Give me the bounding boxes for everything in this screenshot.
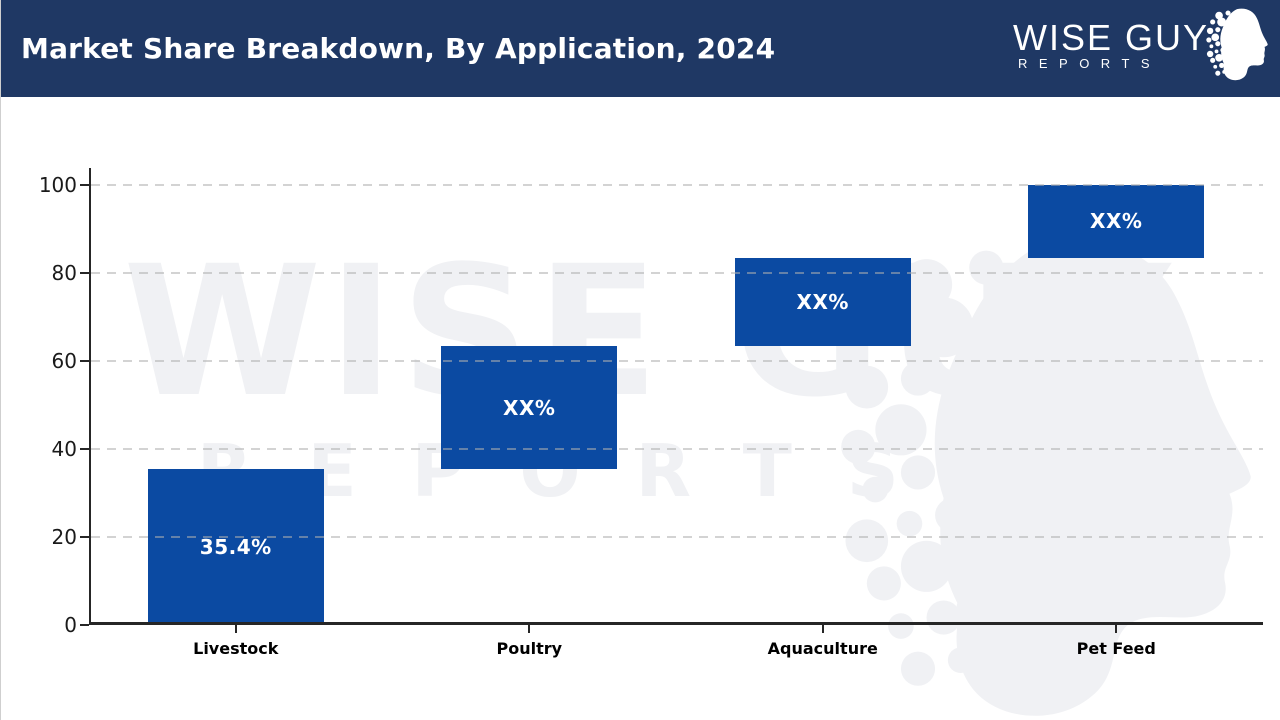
- x-axis-category-label: Poultry: [496, 639, 563, 658]
- gridline: [91, 360, 1263, 362]
- bar-value-label: 35.4%: [199, 535, 272, 560]
- y-axis-tick: [80, 536, 89, 538]
- bar-poultry: XX%: [441, 346, 618, 470]
- x-axis-category-label: Aquaculture: [767, 639, 878, 658]
- x-axis-category-label: Pet Feed: [1076, 639, 1156, 658]
- x-axis-tick: [528, 625, 531, 633]
- chart-area: WISE GUY REPORTS 35.4% XX% XX% XX% 0 20 40 60 8…: [1, 97, 1280, 720]
- face-profile-logo-icon: [1206, 8, 1268, 81]
- y-axis-tick-label: 40: [51, 437, 77, 461]
- y-axis-tick-label: 0: [64, 613, 77, 637]
- x-axis-tick: [821, 625, 824, 633]
- y-axis-tick-label: 60: [51, 349, 77, 373]
- y-axis-tick: [80, 360, 89, 362]
- bar-value-label: XX%: [796, 290, 849, 315]
- y-axis-tick: [80, 448, 89, 450]
- gridline: [91, 272, 1263, 274]
- brand-name: WISE GUY: [1012, 16, 1209, 58]
- gridline: [91, 536, 1263, 538]
- header-bar: Market Share Breakdown, By Application, …: [1, 0, 1280, 97]
- bar-value-label: XX%: [1090, 209, 1143, 234]
- brand-logo-text: WISE GUY REPORTS: [1013, 19, 1209, 71]
- y-axis-tick-label: 80: [51, 261, 77, 285]
- brand-logo: WISE GUY REPORTS: [1013, 6, 1269, 84]
- y-axis-tick: [80, 624, 89, 626]
- y-axis-tick: [80, 184, 89, 186]
- watermark-brand-text: WISE GUY: [123, 228, 1177, 437]
- y-axis-tick-label: 100: [38, 173, 77, 197]
- y-axis-tick-label: 20: [51, 525, 77, 549]
- gridline: [91, 448, 1263, 450]
- bar-livestock: 35.4%: [147, 469, 324, 625]
- gridline: [91, 184, 1263, 186]
- bar-value-label: XX%: [503, 395, 556, 420]
- brand-subtitle: REPORTS: [1017, 55, 1162, 71]
- y-axis-tick: [80, 272, 89, 274]
- bar-aquaculture: XX%: [734, 257, 911, 347]
- x-axis-tick: [234, 625, 237, 633]
- x-axis-tick: [1115, 625, 1118, 633]
- x-axis-category-label: Livestock: [193, 639, 279, 658]
- page-title: Market Share Breakdown, By Application, …: [21, 32, 776, 65]
- bar-pet-feed: XX%: [1028, 185, 1205, 258]
